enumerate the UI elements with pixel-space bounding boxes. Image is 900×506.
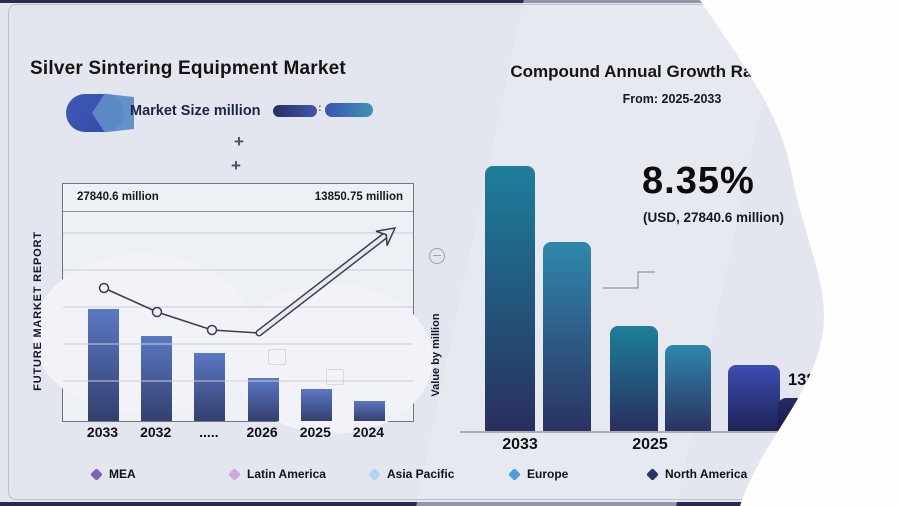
legend-label: Europe (527, 467, 569, 481)
market-value-annotation-left: 27840.6 million (77, 191, 159, 203)
x-axis-label-3: ..... (199, 424, 219, 440)
ratio-pill-right (325, 103, 373, 117)
market-size-bar-2032 (141, 336, 173, 421)
market-size-label: Market Size million (130, 103, 261, 119)
cagr-x-axis-label-2025: 2025 (632, 436, 668, 453)
cagr-bar-series-b-2024 (778, 398, 841, 431)
cagr-title: Compound Annual Growth Rate (CAGR) (510, 62, 834, 81)
legend-label: North America (665, 467, 748, 481)
legend-label: Asia Pacific (387, 467, 455, 481)
ratio-colon: : (318, 102, 322, 114)
market-size-bar-..... (194, 353, 226, 421)
top-strip (0, 0, 900, 3)
market-size-bar-2026 (247, 378, 279, 421)
legend-diamond-icon (646, 467, 659, 481)
market-size-chart-panel: 27840.6 million 13850.75 million (33, 183, 433, 434)
market-size-bar-2025 (300, 389, 332, 421)
legend-item-mea: MEA (90, 466, 136, 482)
legend-diamond-icon (508, 467, 521, 481)
watermark-document-icon (268, 349, 286, 365)
cagr-bar-series-b-2025 (665, 345, 711, 431)
trend-line-arrow (63, 227, 413, 382)
cagr-usd-note: (USD, 27840.6 million) (643, 210, 785, 225)
watermark-side-label: FUTURE MARKET REPORT (32, 231, 44, 391)
cagr-bar-series-a-2025 (610, 326, 658, 431)
legend-diamond-icon (368, 467, 381, 481)
cagr-bar-series-a-2033 (485, 166, 535, 431)
minus-circle-icon (429, 248, 445, 264)
step-bracket-decoration (603, 271, 655, 289)
legend-label: MEA (109, 467, 136, 481)
ratio-pill-left (273, 105, 317, 117)
cagr-bar-series-b-2033 (543, 242, 591, 431)
legend-item-europe: Europe (508, 466, 569, 482)
cagr-bar-series-a-2024 (728, 365, 780, 431)
market-value-annotation-right: 13850.75 million (314, 191, 403, 203)
left-chart-y-axis-label: Value by million (430, 313, 442, 397)
panel-header-row: 27840.6 million 13850.75 million (63, 184, 413, 212)
cagr-x-axis-label-2033: 2033 (502, 436, 538, 453)
watermark-document-icon (326, 369, 344, 385)
x-axis-label-1: 2033 (86, 424, 119, 440)
cagr-percentage: 8.35% (642, 160, 755, 202)
plus-decoration-icon: + (231, 156, 241, 175)
cagr-x-axis-label-2024: 2024 (799, 436, 835, 453)
legend-diamond-icon (228, 467, 241, 481)
x-axis-label-5: 2025 (299, 424, 331, 440)
legend-diamond-icon (90, 467, 103, 481)
plus-decoration-icon: + (234, 132, 244, 151)
legend-label: Latin America (247, 467, 326, 481)
market-size-bars (63, 184, 413, 421)
market-size-bar-2024 (354, 401, 385, 421)
legend-item-asia-pacific: Asia Pacific (368, 466, 455, 482)
x-axis-label-2: 2032 (140, 424, 172, 440)
legend-item-latin-america: Latin America (228, 466, 326, 482)
market-size-bar-2033 (88, 309, 119, 421)
cagr-chart-data-label: 13850.75 (788, 371, 857, 389)
page-title: Silver Sintering Equipment Market (30, 58, 346, 79)
cagr-subtitle: From: 2025-2033 (622, 92, 722, 106)
legend-item-north-america: North America (646, 466, 748, 482)
x-axis-label-4: 2026 (246, 424, 278, 440)
x-axis-label-6: 2024 (352, 424, 385, 440)
